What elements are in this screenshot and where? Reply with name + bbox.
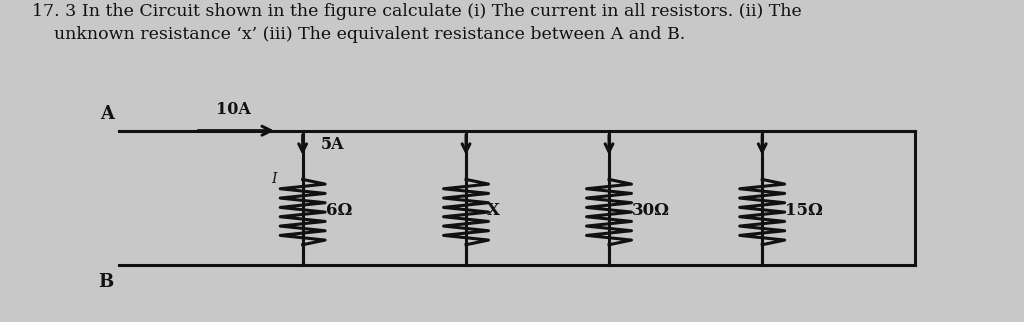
- Text: 6Ω: 6Ω: [326, 202, 352, 219]
- Text: A: A: [99, 105, 114, 123]
- Text: 17. 3 In the Circuit shown in the figure calculate (i) The current in all resist: 17. 3 In the Circuit shown in the figure…: [32, 3, 802, 43]
- Text: 30Ω: 30Ω: [632, 202, 670, 219]
- Text: 15Ω: 15Ω: [784, 202, 822, 219]
- Text: B: B: [98, 273, 114, 291]
- Text: I: I: [271, 172, 276, 185]
- Text: X: X: [486, 202, 500, 219]
- Text: 10A: 10A: [216, 101, 251, 118]
- Text: 5A: 5A: [322, 136, 345, 153]
